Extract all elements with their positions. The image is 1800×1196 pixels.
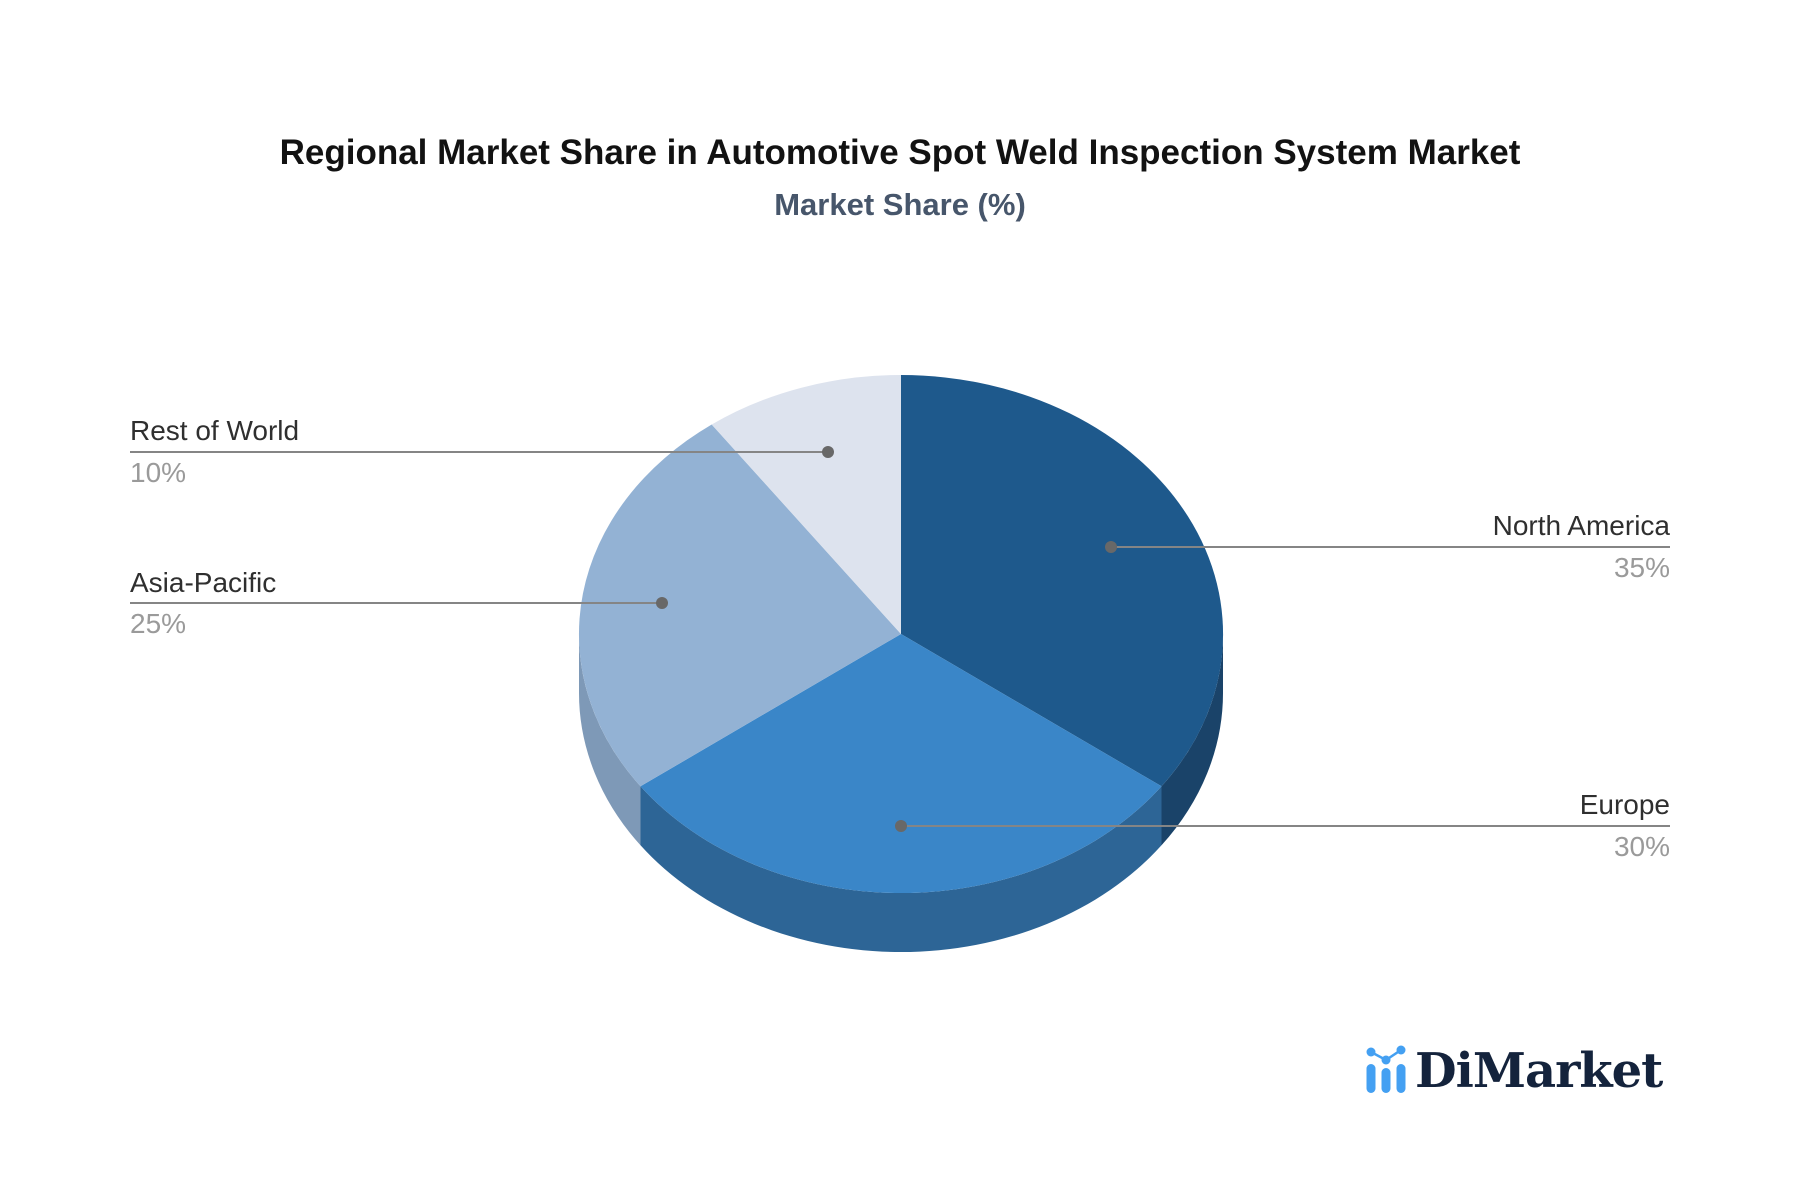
pie-slice-europe-depth[interactable] [640,786,1162,953]
callout-label-europe: Europe [1579,789,1670,820]
pie-slice-asia-pacific-depth[interactable] [579,634,641,846]
pie-slice-north-america[interactable] [901,375,1224,787]
logo-dot-right [1396,1045,1406,1055]
leader-dot-rest-of-world [822,446,834,458]
dimarket-logo-icon [1366,1045,1406,1093]
logo-dot-middle [1381,1055,1391,1065]
dimarket-logo: DiMarket [1363,1040,1683,1104]
logo-dot-left [1366,1047,1376,1057]
callout-value-europe: 30% [1613,831,1670,862]
pie-slice-rest-of-world[interactable] [711,375,901,634]
logo-bar-left [1366,1064,1376,1093]
leader-dot-asia-pacific [656,597,668,609]
callout-value-rest-of-world: 10% [130,457,187,488]
leader-dot-europe [895,820,907,832]
callout-label-asia-pacific: Asia-Pacific [130,567,277,598]
dimarket-logo-text: DiMarket [1415,1043,1663,1099]
leader-dot-north-america [1105,541,1117,553]
logo-bar-right [1396,1064,1406,1093]
callout-label-north-america: North America [1492,510,1670,541]
pie-slice-europe[interactable] [640,634,1162,894]
callout-value-asia-pacific: 25% [130,608,187,639]
chart-subtitle: Market Share (%) [774,187,1026,222]
pie-slice-asia-pacific[interactable] [578,424,901,787]
pie-slice-north-america-depth[interactable] [1161,634,1224,846]
callout-label-rest-of-world: Rest of World [130,415,300,446]
logo-bar-middle [1381,1068,1391,1093]
callout-value-north-america: 35% [1613,552,1670,583]
chart-title: Regional Market Share in Automotive Spot… [279,133,1521,172]
